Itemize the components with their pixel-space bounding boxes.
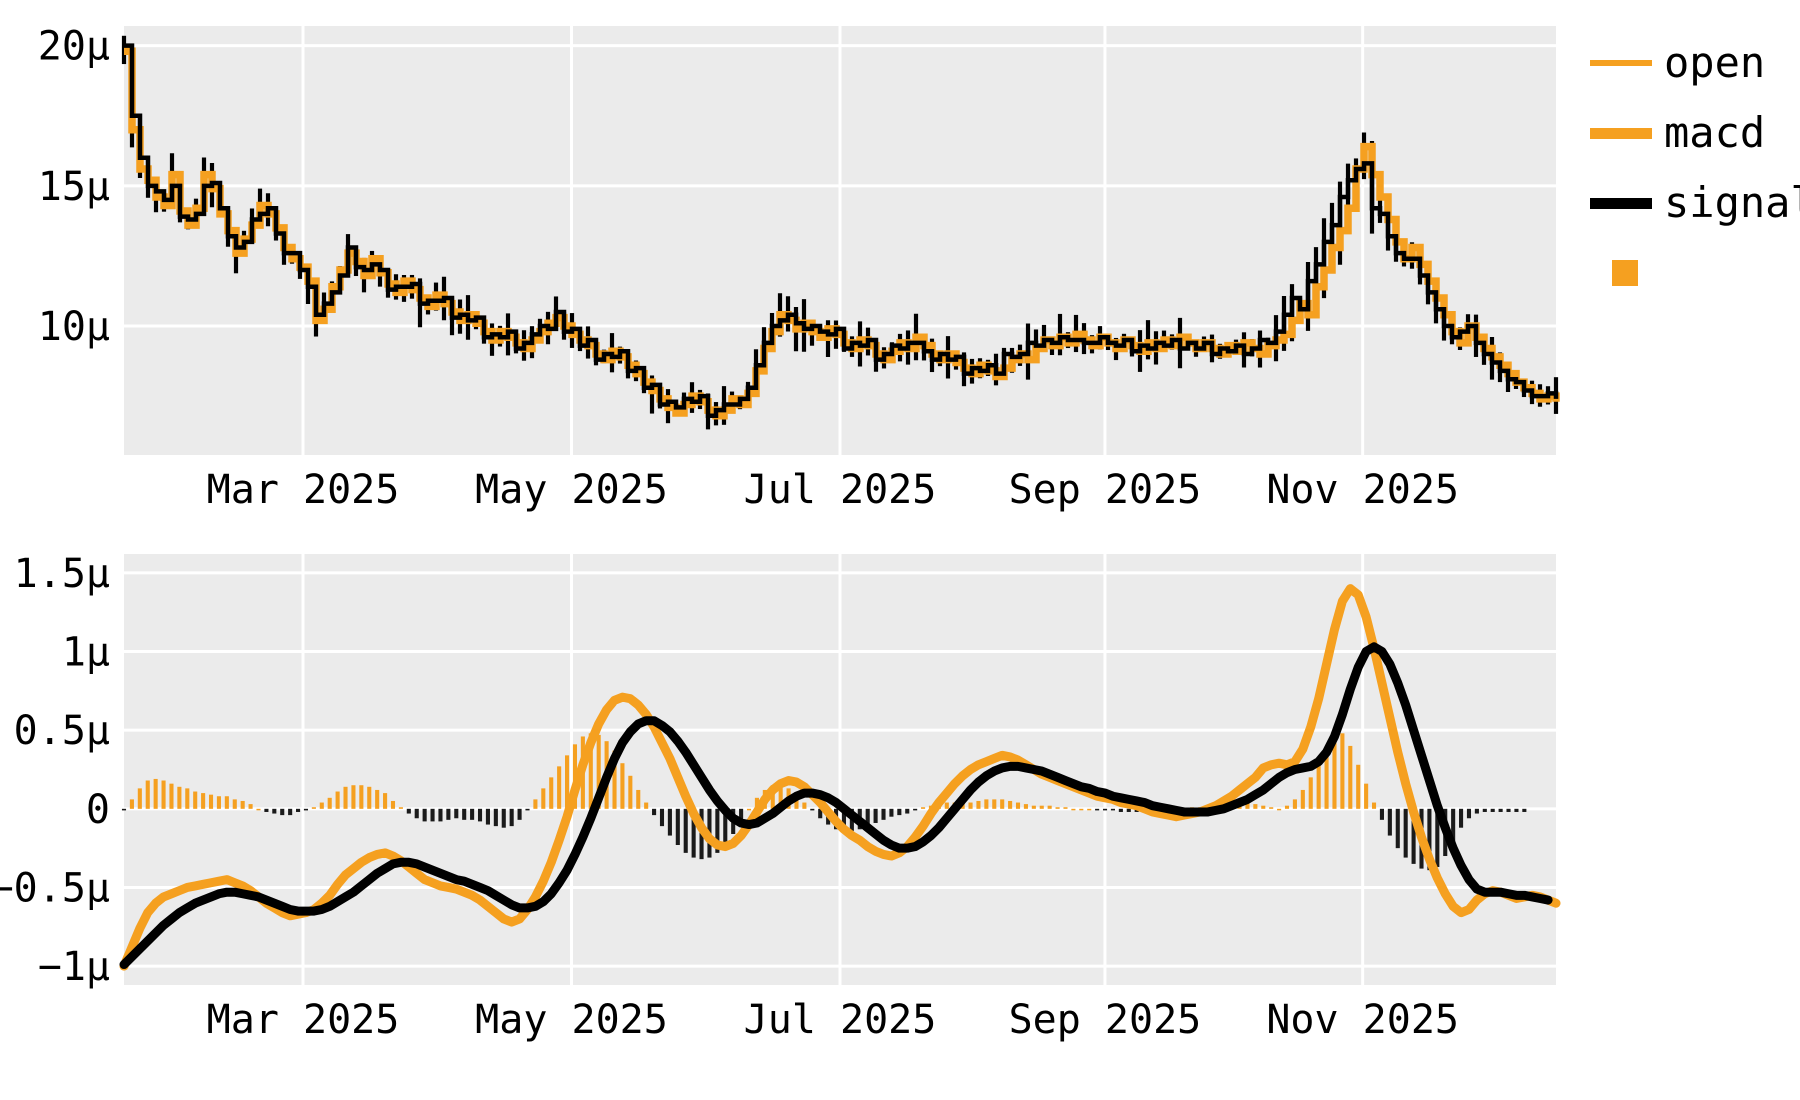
price-chart-svg: 20μ 15μ 10μ Mar 2025 May 2025 Jul 2025 Sep 20… — [38, 24, 1560, 513]
legend-item-histogram[interactable] — [1590, 238, 1800, 308]
price-x-tick-label: Mar 2025 — [207, 467, 400, 513]
legend-label-open: open — [1664, 38, 1766, 87]
legend-item-open[interactable]: open — [1590, 28, 1800, 98]
price-y-tick-label: 20μ — [38, 24, 110, 70]
macd-x-tick-label: Mar 2025 — [207, 997, 400, 1043]
macd-x-tick-label: Nov 2025 — [1266, 997, 1459, 1043]
box-swatch-icon — [1612, 260, 1638, 286]
price-x-tick-label: May 2025 — [475, 467, 668, 513]
price-x-tick-label: Jul 2025 — [744, 467, 937, 513]
macd-y-tick-label: −1μ — [38, 944, 110, 990]
macd-signal-lines — [119, 584, 1561, 971]
price-chart-panel: 20μ 15μ 10μ Mar 2025 May 2025 Jul 2025 Sep 20… — [0, 0, 1800, 530]
macd-x-tick-label: May 2025 — [475, 997, 668, 1043]
line-swatch-icon — [1590, 60, 1652, 66]
macd-y-tick-label: 1μ — [62, 630, 110, 676]
macd-y-tick-label: −0.5μ — [0, 865, 110, 911]
legend-label-signal: signal — [1664, 178, 1800, 227]
price-y-tick-label: 10μ — [38, 304, 110, 350]
price-x-tick-label: Sep 2025 — [1009, 467, 1202, 513]
legend-item-macd[interactable]: macd — [1590, 98, 1800, 168]
legend-item-signal[interactable]: signal — [1590, 168, 1800, 238]
macd-x-axis-ticks: Mar 2025 May 2025 Jul 2025 Sep 2025 Nov 2025 — [207, 997, 1459, 1043]
price-gridlines — [124, 26, 1556, 455]
macd-y-tick-label: 0 — [86, 787, 110, 833]
macd-x-tick-label: Jul 2025 — [744, 997, 937, 1043]
price-y-tick-label: 15μ — [38, 164, 110, 210]
price-y-axis-ticks: 20μ 15μ 10μ — [38, 24, 110, 350]
chart-legend: open macd signal — [1590, 28, 1800, 308]
macd-y-axis-ticks: 1.5μ 1μ 0.5μ 0 −0.5μ −1μ — [0, 551, 110, 990]
macd-y-tick-label: 0.5μ — [14, 708, 110, 754]
macd-y-tick-label: 1.5μ — [14, 551, 110, 597]
price-x-axis-ticks: Mar 2025 May 2025 Jul 2025 Sep 2025 Nov 2025 — [207, 467, 1459, 513]
price-plot-area — [121, 26, 1560, 455]
price-open-line — [124, 43, 1560, 420]
price-x-tick-label: Nov 2025 — [1266, 467, 1459, 513]
line-swatch-icon — [1590, 127, 1652, 139]
macd-chart-panel: 1.5μ 1μ 0.5μ 0 −0.5μ −1μ Mar 2025 May 2025 Jul … — [0, 530, 1800, 1100]
macd-chart-svg: 1.5μ 1μ 0.5μ 0 −0.5μ −1μ Mar 2025 May 2025 Jul … — [0, 551, 1561, 1043]
line-swatch-icon — [1590, 197, 1652, 209]
macd-x-tick-label: Sep 2025 — [1009, 997, 1202, 1043]
legend-label-macd: macd — [1664, 108, 1766, 157]
macd-plot-area — [119, 554, 1561, 985]
